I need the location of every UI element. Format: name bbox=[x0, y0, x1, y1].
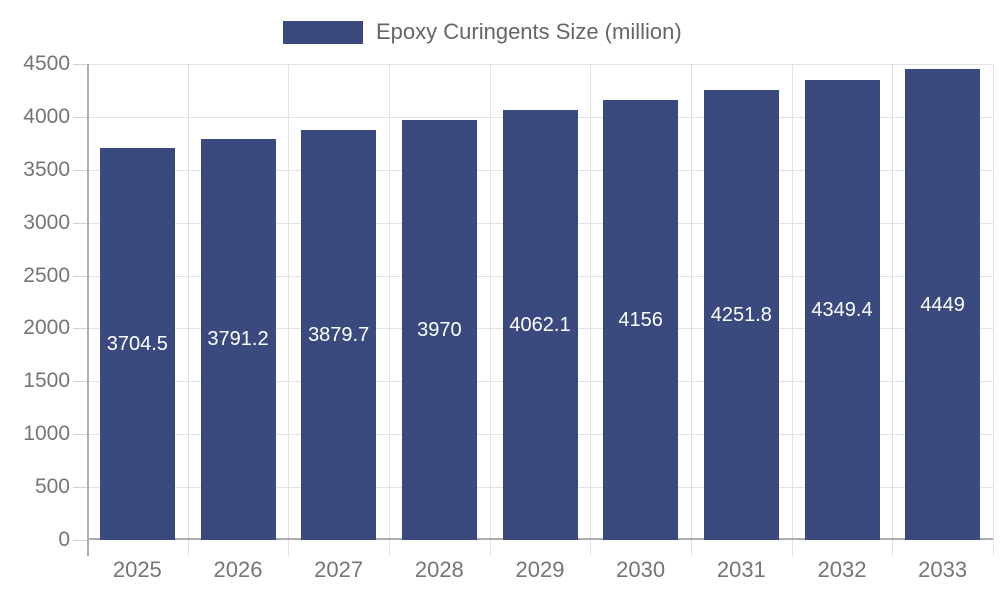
bar: 4156 bbox=[603, 100, 679, 540]
x-axis-tick bbox=[389, 540, 390, 556]
y-axis-label: 3500 bbox=[23, 157, 70, 181]
legend[interactable]: Epoxy Curingents Size (million) bbox=[283, 18, 682, 46]
bar: 4251.8 bbox=[703, 90, 779, 540]
bar-value-label: 4062.1 bbox=[509, 314, 571, 337]
x-axis-tick bbox=[288, 540, 289, 556]
x-axis-tick bbox=[792, 540, 793, 556]
y-axis-label: 0 bbox=[58, 528, 70, 551]
bar-value-label: 3879.7 bbox=[308, 323, 370, 346]
bar-value-label: 3704.5 bbox=[106, 333, 168, 356]
x-axis-label: 2030 bbox=[616, 557, 666, 582]
plot-area: 3704.5 3791.2 3879.7 3970 4062.1 4156 4251.8 43… bbox=[87, 64, 994, 556]
bar: 4449 bbox=[905, 69, 981, 540]
x-axis-label: 2033 bbox=[918, 557, 968, 582]
x-axis-tick bbox=[188, 540, 189, 556]
gridline-vertical bbox=[590, 64, 591, 540]
bar-value-label: 4449 bbox=[920, 293, 965, 316]
x-axis-tick bbox=[892, 540, 893, 556]
bar: 4062.1 bbox=[502, 110, 578, 540]
y-axis-tick bbox=[73, 381, 87, 383]
bar: 3791.2 bbox=[200, 138, 276, 540]
bar: 4349.4 bbox=[804, 79, 880, 540]
gridline-vertical bbox=[892, 64, 893, 540]
y-axis-tick bbox=[73, 116, 87, 118]
gridline-vertical bbox=[792, 64, 793, 540]
legend-swatch-icon bbox=[283, 20, 363, 44]
x-axis-tick bbox=[490, 540, 491, 556]
y-axis-label: 3000 bbox=[23, 210, 70, 234]
y-axis-tick bbox=[73, 540, 87, 541]
x-axis-label: 2029 bbox=[515, 557, 565, 582]
gridline-vertical bbox=[993, 64, 994, 540]
y-axis-tick bbox=[73, 434, 87, 436]
x-axis-label: 2031 bbox=[716, 557, 766, 582]
bar: 3970 bbox=[401, 120, 477, 540]
x-axis-label: 2025 bbox=[112, 557, 162, 582]
y-axis-label: 500 bbox=[34, 475, 70, 499]
y-axis-label: 4500 bbox=[23, 52, 70, 75]
gridline-horizontal bbox=[87, 64, 993, 65]
bar: 3704.5 bbox=[99, 148, 175, 540]
bar-value-label: 3970 bbox=[417, 319, 462, 342]
y-axis-label: 2500 bbox=[23, 263, 70, 287]
y-axis-tick bbox=[73, 64, 87, 65]
x-axis-label: 2028 bbox=[414, 557, 464, 582]
y-axis-tick bbox=[73, 328, 87, 330]
bar: 3879.7 bbox=[301, 129, 377, 540]
y-axis-label: 1000 bbox=[23, 422, 70, 446]
y-axis-label: 2000 bbox=[23, 316, 70, 340]
y-axis-line bbox=[87, 64, 89, 556]
y-axis-tick bbox=[73, 275, 87, 277]
gridline-vertical bbox=[691, 64, 692, 540]
gridline-vertical bbox=[188, 64, 189, 540]
gridline-vertical bbox=[288, 64, 289, 540]
x-axis-tick bbox=[993, 540, 994, 556]
x-axis-label: 2032 bbox=[817, 557, 867, 582]
gridline-vertical bbox=[490, 64, 491, 540]
bar-value-label: 4251.8 bbox=[710, 304, 772, 327]
y-axis-tick bbox=[73, 222, 87, 224]
gridline-vertical bbox=[389, 64, 390, 540]
y-axis-label: 1500 bbox=[23, 369, 70, 393]
y-axis-label: 4000 bbox=[23, 104, 70, 128]
bar-value-label: 4156 bbox=[618, 309, 663, 332]
bar-value-label: 4349.4 bbox=[811, 298, 873, 321]
legend-label: Epoxy Curingents Size (million) bbox=[376, 19, 682, 44]
bar-value-label: 3791.2 bbox=[207, 328, 269, 351]
y-axis-tick bbox=[73, 487, 87, 489]
x-axis-label: 2027 bbox=[314, 557, 364, 582]
y-axis-tick bbox=[73, 169, 87, 171]
x-axis-label: 2026 bbox=[213, 557, 263, 582]
x-axis-tick bbox=[691, 540, 692, 556]
x-axis-tick bbox=[590, 540, 591, 556]
